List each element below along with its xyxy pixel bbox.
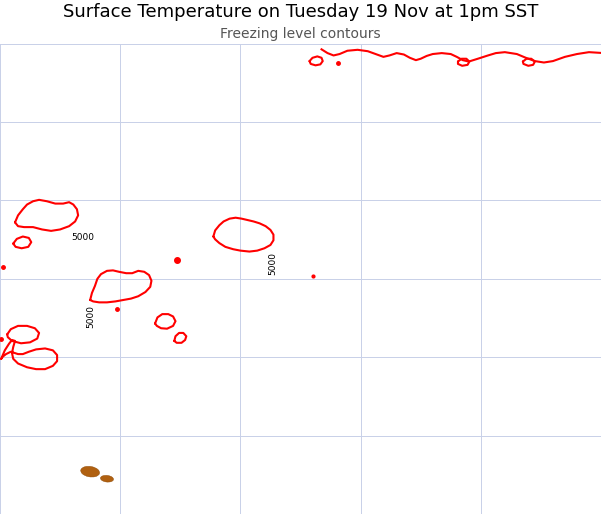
Text: 5000: 5000 bbox=[71, 233, 94, 242]
Text: Freezing level contours: Freezing level contours bbox=[220, 27, 381, 41]
Text: 5000: 5000 bbox=[86, 305, 95, 328]
Ellipse shape bbox=[81, 466, 100, 477]
Text: Surface Temperature on Tuesday 19 Nov at 1pm SST: Surface Temperature on Tuesday 19 Nov at… bbox=[63, 3, 538, 21]
Text: 5000: 5000 bbox=[269, 251, 278, 274]
Ellipse shape bbox=[100, 475, 114, 482]
